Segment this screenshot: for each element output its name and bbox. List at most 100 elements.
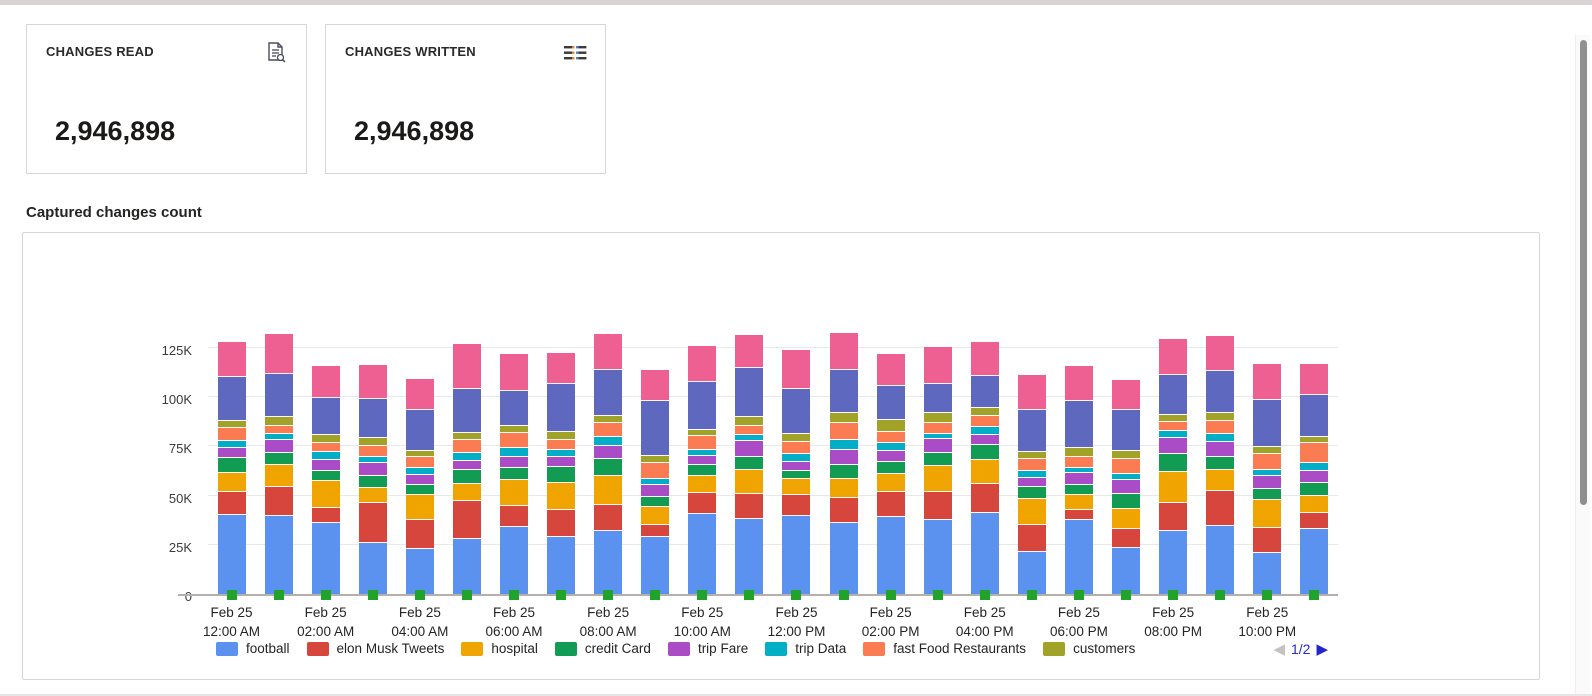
legend-swatch bbox=[765, 641, 788, 656]
legend-item: customers bbox=[1043, 641, 1135, 656]
bar-segment bbox=[735, 435, 764, 442]
bar-segment bbox=[923, 434, 952, 440]
bar-column bbox=[1291, 311, 1338, 600]
bar-base-marker-icon bbox=[932, 590, 943, 600]
stacked-bar bbox=[594, 334, 623, 594]
bar-base-marker-icon bbox=[226, 590, 237, 600]
stacked-bar bbox=[311, 365, 340, 594]
legend-item: credit Card bbox=[554, 641, 651, 656]
legend-label: hospital bbox=[491, 641, 538, 656]
bar-segment bbox=[452, 469, 481, 484]
vertical-scrollbar-track[interactable] bbox=[1575, 35, 1590, 696]
bar-base-marker-icon bbox=[885, 590, 896, 600]
bar-segment bbox=[876, 451, 905, 463]
bar-segment bbox=[405, 467, 434, 475]
bar-segment bbox=[1017, 409, 1046, 453]
bar-segment bbox=[782, 434, 811, 443]
stacked-bar bbox=[264, 334, 293, 594]
bar-segment bbox=[688, 465, 717, 476]
bar-segment bbox=[641, 401, 670, 457]
bar-segment bbox=[1017, 470, 1046, 478]
bar-segment bbox=[641, 525, 670, 537]
bar-column bbox=[632, 311, 679, 600]
x-tick-slot: Feb 25 04:00 AM bbox=[391, 600, 448, 642]
bar-column bbox=[208, 311, 255, 600]
bar-segment bbox=[1253, 469, 1282, 476]
legend-pager: ◀ 1/2 ▶ bbox=[1273, 641, 1328, 657]
bar-base-marker-icon bbox=[273, 590, 284, 600]
bar-segment bbox=[876, 473, 905, 492]
bar-column bbox=[820, 311, 867, 600]
bar-segment bbox=[1017, 477, 1046, 487]
bar-segment bbox=[217, 458, 246, 473]
changes-read-tile[interactable]: CHANGES READ 2,946,898 bbox=[26, 24, 307, 174]
y-tick-label: 125K bbox=[161, 342, 192, 358]
bar-segment bbox=[500, 353, 528, 392]
bar-segment bbox=[829, 440, 858, 451]
bar-segment bbox=[1112, 409, 1141, 452]
bar-segment bbox=[829, 478, 858, 499]
bar-segment bbox=[1300, 443, 1329, 464]
bar-segment bbox=[358, 475, 387, 488]
bar-segment bbox=[970, 426, 999, 436]
bar-segment bbox=[311, 460, 340, 471]
bar-segment bbox=[547, 482, 576, 511]
bar-segment bbox=[264, 425, 293, 435]
vertical-scrollbar-thumb[interactable] bbox=[1580, 40, 1587, 505]
bar-segment bbox=[358, 542, 387, 594]
plot-area bbox=[178, 311, 1338, 600]
x-tick-label: Feb 25 04:00 PM bbox=[955, 605, 1014, 639]
changes-written-tile[interactable]: CHANGES WRITTEN 2,946,898 bbox=[325, 24, 606, 174]
bar-segment bbox=[594, 530, 623, 594]
bar-segment bbox=[1159, 503, 1188, 531]
bar-segment bbox=[829, 523, 858, 594]
bar-base-marker-icon bbox=[744, 590, 755, 600]
x-tick-slot bbox=[349, 600, 396, 642]
bar-segment bbox=[1159, 414, 1188, 422]
legend-prev-page-icon[interactable]: ◀ bbox=[1273, 640, 1285, 658]
bar-segment bbox=[1253, 500, 1282, 529]
bar-segment bbox=[688, 475, 717, 493]
stacked-bar bbox=[217, 341, 246, 594]
x-tick-label: Feb 25 04:00 AM bbox=[391, 605, 449, 639]
x-tick-label: Feb 25 02:00 PM bbox=[861, 605, 920, 639]
bar-segment bbox=[688, 429, 717, 437]
x-tick-slot: Feb 25 08:00 AM bbox=[580, 600, 637, 642]
bar-segment bbox=[641, 484, 670, 497]
bar-segment bbox=[782, 462, 811, 471]
bar-segment bbox=[735, 335, 764, 368]
bar-segment bbox=[688, 345, 717, 383]
stacked-bar bbox=[405, 379, 434, 594]
bar-column bbox=[773, 311, 820, 600]
bar-segment bbox=[1112, 380, 1141, 410]
grid-line bbox=[208, 445, 1338, 447]
bar-segment bbox=[1159, 438, 1188, 455]
legend-item: fast Food Restaurants bbox=[863, 641, 1026, 656]
bar-base-marker-icon bbox=[320, 590, 331, 600]
legend-next-page-icon[interactable]: ▶ bbox=[1316, 640, 1328, 658]
grid-line bbox=[208, 494, 1338, 496]
bar-segment bbox=[405, 409, 434, 452]
bar-segment bbox=[923, 453, 952, 466]
x-tick-label: Feb 25 06:00 AM bbox=[485, 605, 543, 639]
bar-segment bbox=[829, 498, 858, 524]
bar-segment bbox=[1017, 452, 1046, 460]
captured-changes-chart-panel: 0 25K 50K 75K 100K 125K Feb 25 12:00 AM Feb 25 0… bbox=[22, 232, 1540, 680]
bar-segment bbox=[1253, 528, 1282, 553]
grid-line bbox=[208, 396, 1338, 397]
bar-base-marker-icon bbox=[509, 590, 519, 600]
bar-segment bbox=[1253, 475, 1282, 489]
bar-segment bbox=[735, 457, 764, 470]
legend-label: elon Musk Tweets bbox=[336, 641, 445, 656]
bar-segment bbox=[923, 439, 952, 454]
bar-base-marker-icon bbox=[697, 590, 708, 600]
bar-segment bbox=[1064, 467, 1093, 473]
grid-line bbox=[208, 543, 1338, 545]
bar-segment bbox=[358, 487, 387, 504]
bar-segment bbox=[358, 503, 387, 543]
bar-segment bbox=[594, 446, 623, 460]
bar-segment bbox=[217, 377, 246, 421]
bar-segment bbox=[311, 365, 340, 399]
bar-segment bbox=[876, 419, 905, 432]
bar-segment bbox=[1112, 473, 1141, 480]
